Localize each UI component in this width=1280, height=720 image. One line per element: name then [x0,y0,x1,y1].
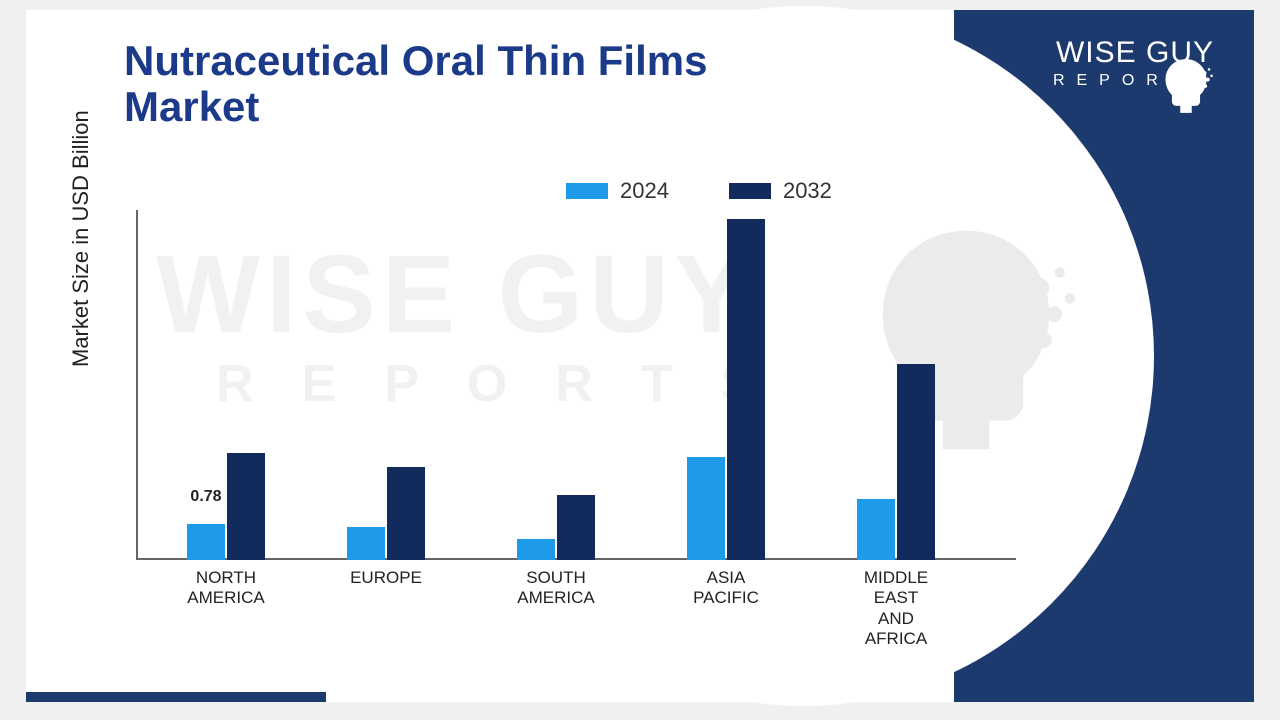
legend: 2024 2032 [566,178,832,204]
y-axis-label: Market Size in USD Billion [68,110,94,367]
bar-2032-2 [557,495,595,560]
bar-2024-2 [517,539,555,560]
chart-title: Nutraceutical Oral Thin Films Market [124,38,744,130]
legend-label-2024: 2024 [620,178,669,204]
brand-head-icon [1154,54,1218,118]
bar-2032-3 [727,219,765,560]
y-axis-line [136,210,138,560]
plot-area: 0.78 [136,210,1016,560]
value-label: 0.78 [190,488,221,506]
category-label: NORTHAMERICA [156,568,296,609]
bar-2024-3 [687,457,725,560]
category-label: MIDDLEEASTANDAFRICA [826,568,966,650]
legend-item-2024: 2024 [566,178,669,204]
category-label: EUROPE [316,568,456,588]
bar-2024-4 [857,499,895,560]
bar-2032-4 [897,364,935,560]
panel: WISE GUY REPORTS Nutraceutical Oral Thin… [26,10,1254,702]
category-label: ASIAPACIFIC [656,568,796,609]
footer-accent-bar [26,692,326,702]
bar-2032-1 [387,467,425,560]
category-labels: NORTHAMERICA EUROPE SOUTHAMERICA ASIAPACIFI… [136,562,1016,682]
legend-item-2032: 2032 [729,178,832,204]
legend-swatch-2024 [566,183,608,199]
bar-2032-0 [227,453,265,560]
brand-logo: WISE GUY REPORTS [1053,36,1214,90]
bar-2024-0 [187,524,225,560]
bar-2024-1 [347,527,385,560]
category-label: SOUTHAMERICA [486,568,626,609]
stage: WISE GUY REPORTS Nutraceutical Oral Thin… [0,0,1280,720]
legend-label-2032: 2032 [783,178,832,204]
legend-swatch-2032 [729,183,771,199]
